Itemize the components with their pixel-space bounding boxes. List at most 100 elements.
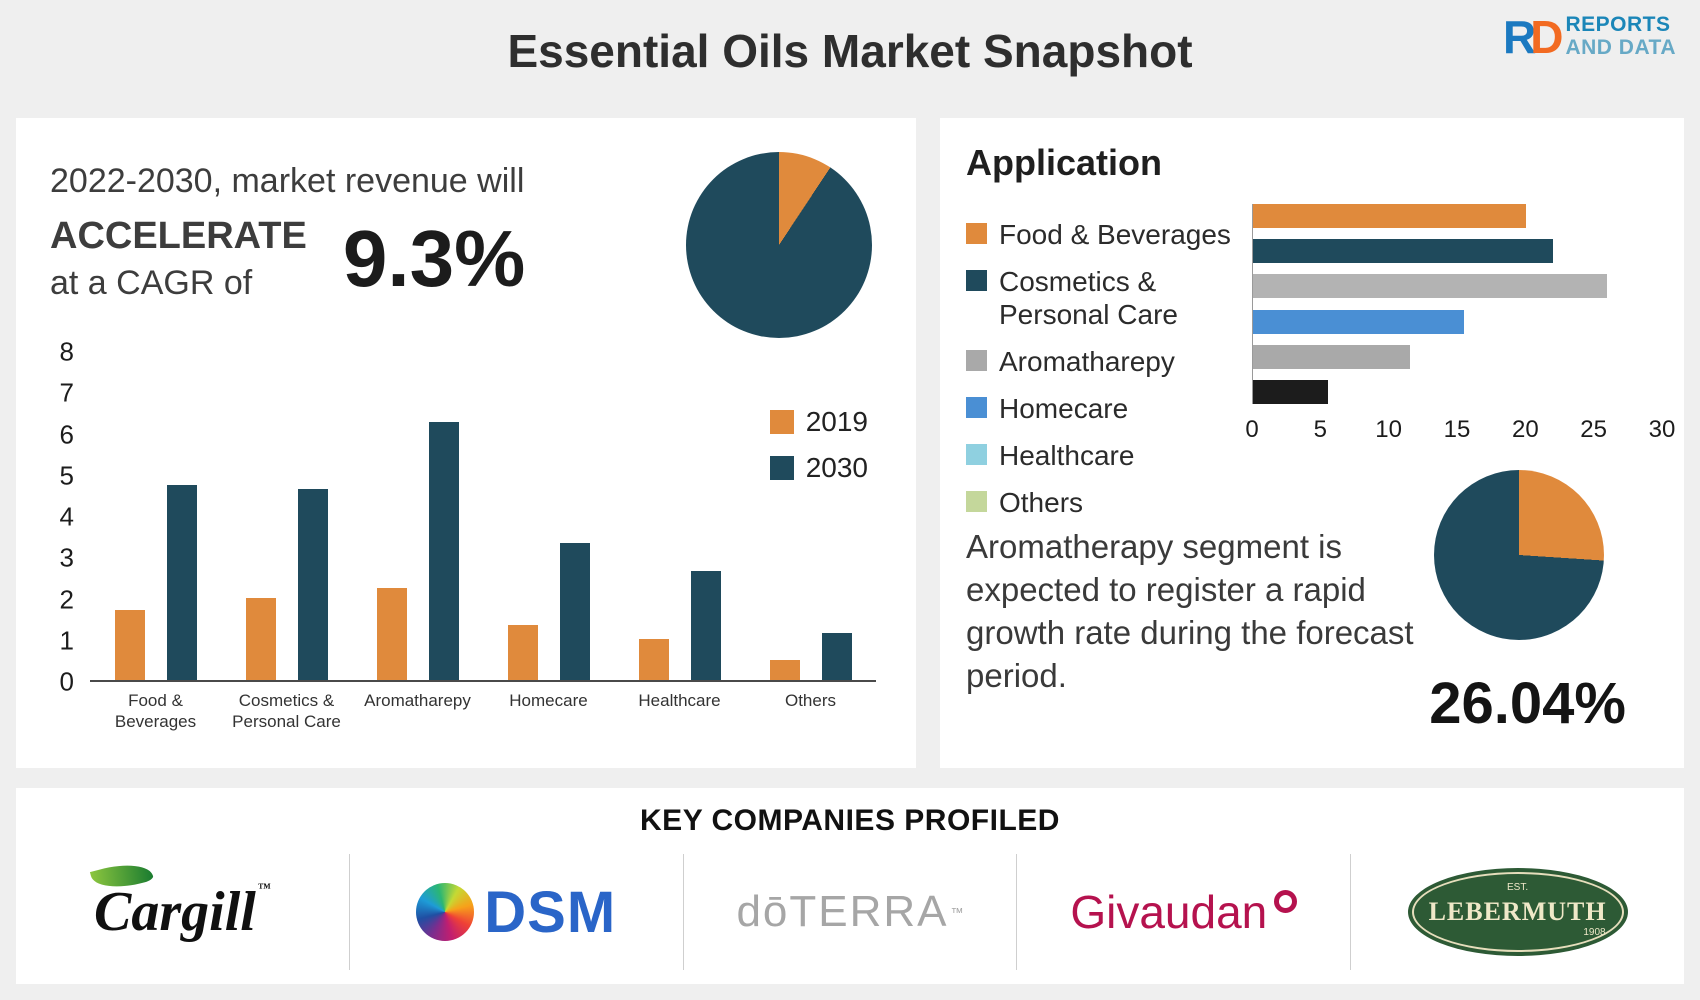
- legend-item: Aromatharepy: [966, 345, 1231, 378]
- company-givaudan: Givaudan: [1016, 854, 1350, 970]
- y-tick-label: 3: [59, 542, 74, 573]
- bar-2030: [690, 571, 721, 680]
- key-companies-heading: KEY COMPANIES PROFILED: [640, 804, 1060, 837]
- hbar-plot-area: [1252, 204, 1662, 404]
- category-label: Cosmetics & Personal Care: [232, 691, 341, 732]
- accelerate-text: ACCELERATE: [50, 215, 307, 257]
- cagr-pie-chart: [686, 152, 872, 338]
- bar-2030: [166, 485, 197, 680]
- x-tick-label: 25: [1580, 416, 1608, 443]
- bar-2030: [297, 489, 328, 680]
- legend-swatch: [966, 223, 987, 244]
- category-label: Healthcare: [638, 691, 721, 710]
- y-tick-label: 6: [59, 419, 74, 449]
- legend-label: 2030: [805, 452, 868, 483]
- x-axis: 0 5 10 15 20 25 30: [1245, 416, 1675, 450]
- application-panel: Application Food & Beverages Cosmetics & …: [940, 118, 1684, 768]
- logo-line2: AND DATA: [1565, 36, 1676, 59]
- legend-item: Cosmetics & Personal Care: [966, 265, 1231, 331]
- bar-2019: [507, 624, 538, 680]
- bar-2019: [114, 610, 145, 680]
- company-logos-row: Cargill ™ DSM dōTERRA ™ Givaudan EST. LEBE…: [16, 854, 1684, 970]
- reports-and-data-logo: R D REPORTS AND DATA: [1503, 14, 1676, 60]
- application-legend: Food & Beverages Cosmetics & Personal Car…: [966, 218, 1231, 519]
- aromatherapy-share-value: 26.04%: [1429, 671, 1626, 736]
- cagr-statement: 2022-2030, market revenue will ACCELERAT…: [50, 162, 650, 305]
- dsm-globe-icon: [416, 883, 475, 941]
- page-title: Essential Oils Market Snapshot: [507, 25, 1193, 77]
- legend-label: Aromatharepy: [999, 346, 1175, 378]
- bar-2030: [821, 632, 852, 680]
- bar-group: Healthcare: [614, 352, 745, 710]
- category-label: Aromatharepy: [364, 691, 471, 710]
- legend-swatch: [966, 397, 987, 419]
- logo-wordmark: REPORTS AND DATA: [1565, 14, 1676, 59]
- legend-swatch: [966, 444, 987, 466]
- doterra-wordmark: dōTERRA: [736, 887, 949, 936]
- y-tick-label: 7: [59, 377, 74, 408]
- bar-group: Homecare: [483, 352, 614, 710]
- company-dsm: DSM: [348, 854, 683, 970]
- legend-label: Others: [999, 487, 1084, 519]
- category-label: Homecare: [509, 691, 588, 710]
- bar-group: Others: [745, 352, 876, 710]
- legend-swatch: [966, 491, 987, 513]
- accelerate-row: ACCELERATE at a CAGR of 9.3%: [50, 213, 650, 305]
- y-tick-label: 2: [59, 584, 74, 614]
- legend-item: Others: [966, 486, 1231, 519]
- company-doterra: dōTERRA ™: [682, 854, 1017, 970]
- hbar-Aromatharepy: [1253, 274, 1608, 299]
- legend-item: Food & Beverages: [966, 218, 1231, 251]
- company-cargill: Cargill ™: [16, 854, 349, 970]
- dsm-logo: DSM: [416, 879, 616, 946]
- dsm-wordmark: DSM: [484, 879, 617, 945]
- revenue-panel: 2022-2030, market revenue will ACCELERAT…: [16, 118, 916, 768]
- revenue-bar-chart: 0 1 2 3 4 5 6 7 8 Food & Beverages Cosmetics & Pe…: [46, 337, 876, 742]
- key-companies-panel: KEY COMPANIES PROFILED Cargill ™ DSM dōTE…: [16, 788, 1684, 984]
- bar-2030: [428, 421, 459, 680]
- lebermuth-badge: EST. LEBERMUTH 1908: [1411, 872, 1624, 952]
- bar-group: Food & Beverages: [90, 352, 221, 731]
- legend-label: 2019: [805, 406, 868, 437]
- legend-swatch: [966, 350, 987, 372]
- rd-logo-icon: R D: [1502, 11, 1564, 63]
- hbar-Food & Beverages: [1253, 204, 1526, 228]
- revenue-chart-legend: 2019 2030: [769, 406, 868, 484]
- trademark-symbol: ™: [257, 880, 271, 895]
- legend-label: Homecare: [999, 393, 1129, 425]
- y-axis: 0 1 2 3 4 5 6 7 8: [46, 337, 84, 697]
- application-heading: Application: [966, 142, 1162, 183]
- legend-item: Healthcare: [966, 439, 1231, 472]
- cargill-logo: Cargill ™: [89, 856, 271, 944]
- bar-2019: [245, 598, 276, 680]
- y-tick-label: 4: [59, 501, 74, 532]
- bar-group: Cosmetics & Personal Care: [221, 352, 352, 731]
- logo-letter-r: R: [1502, 11, 1536, 63]
- aromatherapy-note: Aromatherapy segment is expected to regi…: [966, 528, 1414, 694]
- legend-label: Food & Beverages: [999, 219, 1231, 250]
- x-tick-label: 10: [1375, 416, 1403, 443]
- givaudan-flower-icon: [1274, 890, 1298, 913]
- legend-swatch: [769, 456, 794, 480]
- company-lebermuth: EST. LEBERMUTH 1908: [1350, 854, 1684, 970]
- lebermuth-wordmark: LEBERMUTH: [1428, 897, 1607, 926]
- legend-item: 2030: [769, 452, 868, 484]
- aromatherapy-pie-chart: [1434, 470, 1604, 640]
- hbar-Others: [1253, 379, 1328, 404]
- legend-label: Cosmetics & Personal Care: [999, 266, 1178, 331]
- lebermuth-est-text: EST.: [1507, 882, 1529, 893]
- x-tick-label: 20: [1511, 416, 1539, 443]
- hbar-Cosmetics & Personal Care: [1253, 239, 1553, 264]
- bar-2030: [559, 542, 590, 680]
- category-label: Food & Beverages: [114, 691, 197, 732]
- hbar-Healthcare: [1253, 344, 1410, 369]
- cagr-value: 9.3%: [342, 214, 526, 303]
- legend-swatch: [966, 270, 987, 292]
- legend-swatch: [769, 410, 794, 434]
- bar-group: Aromatharepy: [352, 352, 483, 710]
- givaudan-wordmark: Givaudan: [1070, 886, 1268, 938]
- x-tick-label: 5: [1313, 416, 1328, 443]
- intro-line: 2022-2030, market revenue will: [50, 162, 525, 200]
- hbar-Homecare: [1253, 309, 1465, 334]
- bar-2019: [769, 659, 800, 680]
